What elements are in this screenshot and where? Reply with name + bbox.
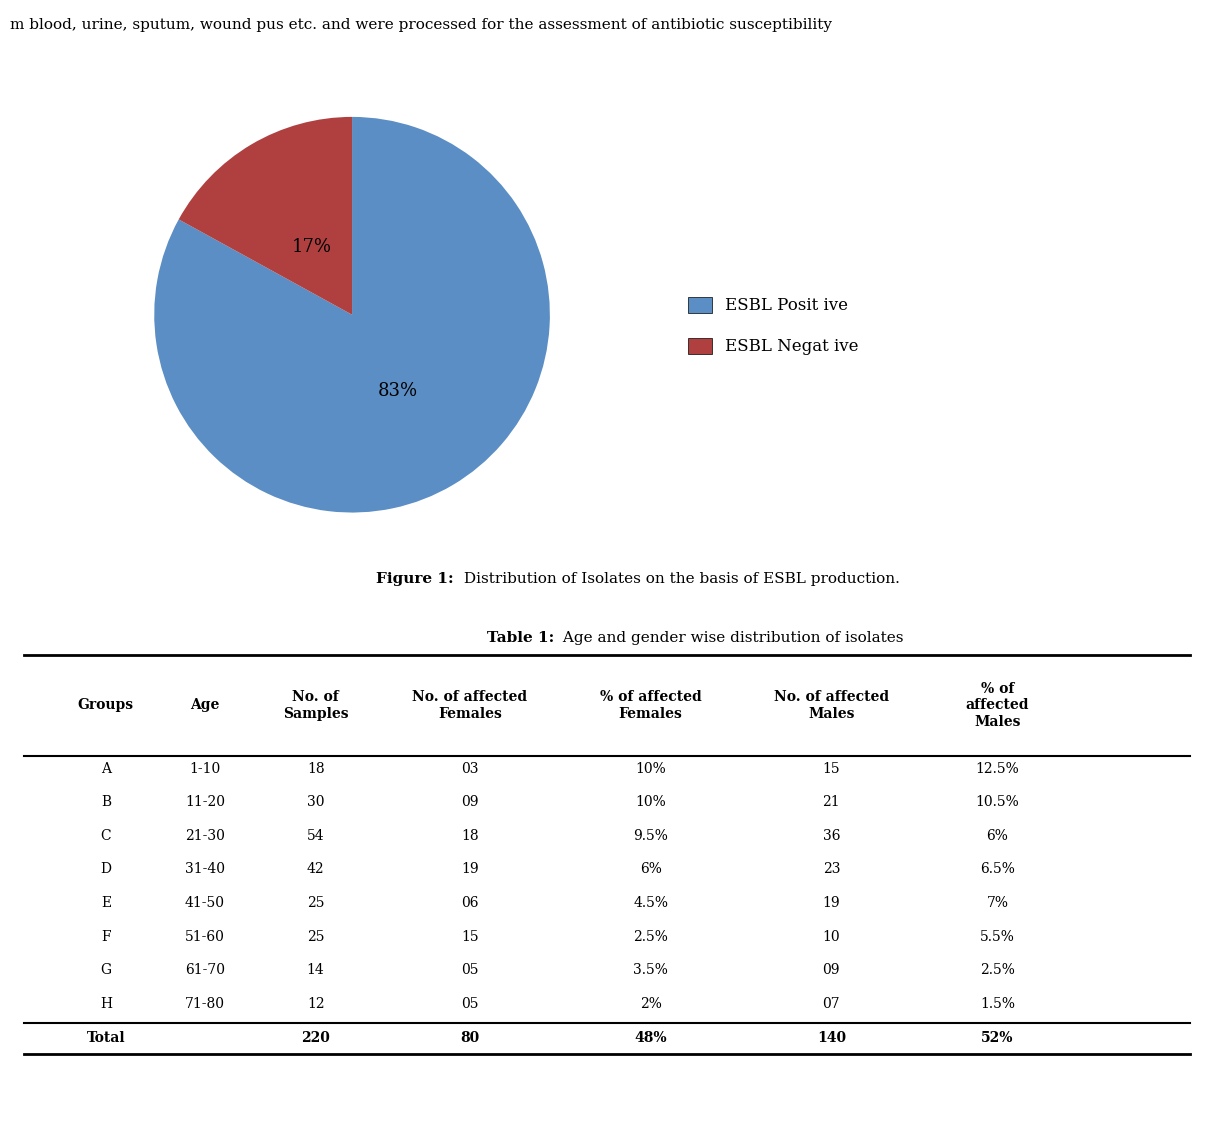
Text: 83%: 83% [378, 382, 418, 400]
Text: 15: 15 [823, 762, 840, 776]
Text: 03: 03 [461, 762, 478, 776]
Text: 18: 18 [307, 762, 324, 776]
Text: 10%: 10% [635, 762, 666, 776]
Text: 61-70: 61-70 [185, 963, 225, 978]
Text: 36: 36 [823, 828, 840, 843]
Text: 07: 07 [823, 997, 840, 1010]
Text: 41-50: 41-50 [185, 896, 225, 910]
Text: 2.5%: 2.5% [634, 930, 668, 944]
Text: H: H [100, 997, 112, 1010]
Text: 12: 12 [307, 997, 324, 1010]
Text: 25: 25 [307, 896, 324, 910]
Text: 18: 18 [461, 828, 478, 843]
Text: Total: Total [86, 1031, 125, 1044]
Text: % of
affected
Males: % of affected Males [965, 682, 1029, 728]
Text: 6%: 6% [987, 828, 1009, 843]
Legend: ESBL Posit ive, ESBL Negat ive: ESBL Posit ive, ESBL Negat ive [688, 297, 858, 355]
Text: 54: 54 [307, 828, 324, 843]
Text: 42: 42 [307, 862, 324, 877]
Text: 4.5%: 4.5% [634, 896, 668, 910]
Text: 05: 05 [461, 997, 478, 1010]
Text: 3.5%: 3.5% [634, 963, 668, 978]
Text: Groups: Groups [78, 698, 134, 713]
Text: Distribution of Isolates on the basis of ESBL production.: Distribution of Isolates on the basis of… [459, 572, 901, 586]
Text: 06: 06 [461, 896, 478, 910]
Text: 2.5%: 2.5% [980, 963, 1015, 978]
Text: 09: 09 [823, 963, 840, 978]
Text: D: D [101, 862, 112, 877]
Text: Table 1:: Table 1: [487, 631, 555, 644]
Text: 30: 30 [307, 795, 324, 809]
Text: Age and gender wise distribution of isolates: Age and gender wise distribution of isol… [558, 631, 903, 644]
Text: 21: 21 [823, 795, 840, 809]
Text: 52%: 52% [981, 1031, 1014, 1044]
Text: 10%: 10% [635, 795, 666, 809]
Text: 14: 14 [307, 963, 324, 978]
Text: 10: 10 [823, 930, 840, 944]
Text: 23: 23 [823, 862, 840, 877]
Text: 51-60: 51-60 [185, 930, 225, 944]
Text: B: B [101, 795, 110, 809]
Text: 1.5%: 1.5% [980, 997, 1015, 1010]
Wedge shape [178, 117, 352, 315]
Text: C: C [101, 828, 112, 843]
Text: No. of affected
Males: No. of affected Males [773, 690, 889, 720]
Text: 2%: 2% [640, 997, 662, 1010]
Text: 80: 80 [460, 1031, 480, 1044]
Text: F: F [101, 930, 110, 944]
Text: 09: 09 [461, 795, 478, 809]
Text: 21-30: 21-30 [185, 828, 225, 843]
Text: 25: 25 [307, 930, 324, 944]
Text: E: E [101, 896, 110, 910]
Text: G: G [101, 963, 112, 978]
Text: 19: 19 [823, 896, 840, 910]
Text: 5.5%: 5.5% [980, 930, 1015, 944]
Text: 71-80: 71-80 [185, 997, 225, 1010]
Text: 9.5%: 9.5% [634, 828, 668, 843]
Text: 1-10: 1-10 [189, 762, 221, 776]
Text: No. of
Samples: No. of Samples [283, 690, 348, 720]
Text: 05: 05 [461, 963, 478, 978]
Text: Figure 1:: Figure 1: [376, 572, 454, 586]
Text: 48%: 48% [635, 1031, 666, 1044]
Text: 11-20: 11-20 [185, 795, 225, 809]
Text: 10.5%: 10.5% [976, 795, 1020, 809]
Text: Age: Age [191, 698, 220, 713]
Text: 31-40: 31-40 [185, 862, 225, 877]
Wedge shape [154, 117, 550, 513]
Text: 140: 140 [817, 1031, 846, 1044]
Text: 12.5%: 12.5% [976, 762, 1020, 776]
Text: 6.5%: 6.5% [980, 862, 1015, 877]
Text: No. of affected
Females: No. of affected Females [413, 690, 528, 720]
Text: 220: 220 [301, 1031, 330, 1044]
Text: 17%: 17% [291, 237, 331, 255]
Text: m blood, urine, sputum, wound pus etc. and were processed for the assessment of : m blood, urine, sputum, wound pus etc. a… [10, 18, 832, 33]
Text: A: A [101, 762, 110, 776]
Text: 15: 15 [461, 930, 478, 944]
Text: 19: 19 [461, 862, 478, 877]
Text: 7%: 7% [987, 896, 1009, 910]
Text: % of affected
Females: % of affected Females [600, 690, 702, 720]
Text: 6%: 6% [640, 862, 662, 877]
